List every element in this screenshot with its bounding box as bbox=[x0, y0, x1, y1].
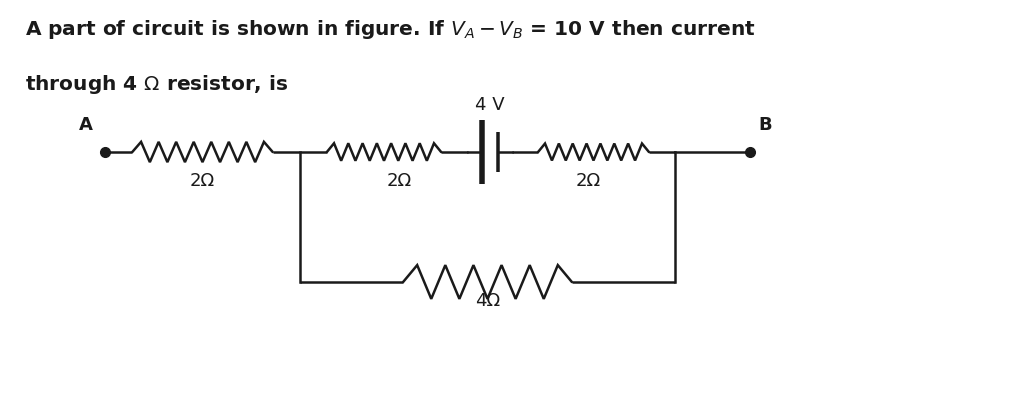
Text: 2Ω: 2Ω bbox=[386, 172, 412, 190]
Text: 4 V: 4 V bbox=[475, 96, 505, 114]
Text: 2Ω: 2Ω bbox=[575, 172, 601, 190]
Text: 2Ω: 2Ω bbox=[189, 172, 215, 190]
Text: 4Ω: 4Ω bbox=[475, 292, 500, 310]
Text: through 4 $\Omega$ resistor, is: through 4 $\Omega$ resistor, is bbox=[25, 74, 289, 96]
Text: A: A bbox=[79, 116, 93, 134]
Text: B: B bbox=[758, 116, 772, 134]
Text: A part of circuit is shown in figure. If $V_A - V_B$ = 10 V then current: A part of circuit is shown in figure. If… bbox=[25, 18, 756, 41]
